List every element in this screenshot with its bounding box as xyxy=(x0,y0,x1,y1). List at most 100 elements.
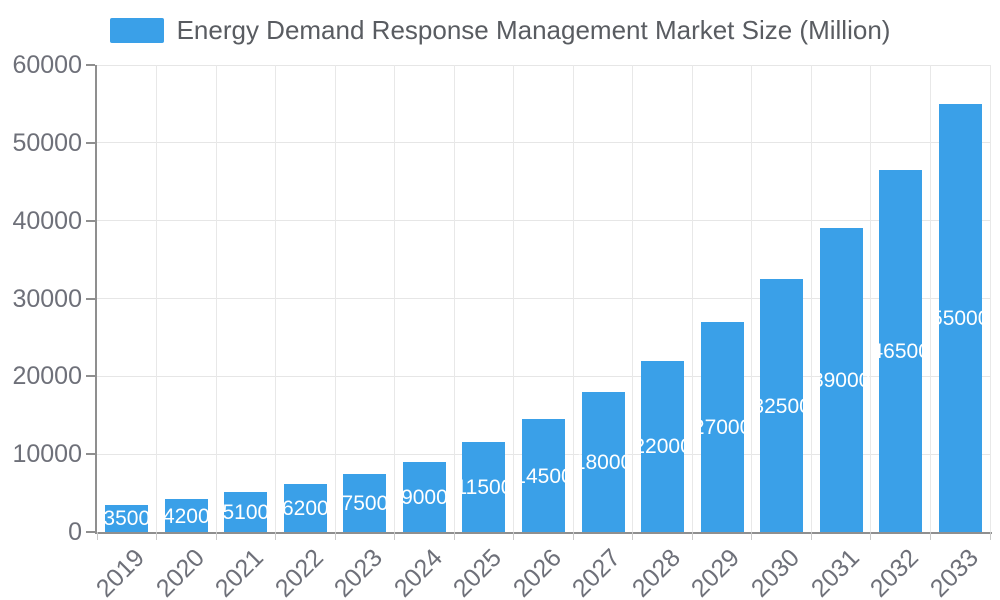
bar[interactable] xyxy=(462,442,506,532)
y-tick-label: 50000 xyxy=(12,128,82,157)
bar-value-label: 46500 xyxy=(871,340,930,364)
y-axis-tick xyxy=(86,297,95,300)
y-axis-tick xyxy=(86,219,95,222)
x-axis-tick xyxy=(810,532,812,540)
x-tick-label: 2024 xyxy=(388,543,448,600)
bar[interactable] xyxy=(283,483,327,532)
bar-value-label: 32500 xyxy=(752,394,811,418)
x-gridline xyxy=(394,65,396,532)
bar-value-label: 55000 xyxy=(931,306,990,330)
bar[interactable] xyxy=(938,103,982,532)
x-axis-tick xyxy=(275,532,277,540)
y-gridline xyxy=(97,298,990,299)
y-tick-label: 40000 xyxy=(12,206,82,235)
x-gridline xyxy=(751,65,753,532)
bar-value-label: 22000 xyxy=(633,435,692,459)
y-axis-tick xyxy=(86,375,95,378)
x-axis-tick xyxy=(215,532,217,540)
y-gridline xyxy=(97,375,990,377)
bar[interactable] xyxy=(522,419,565,532)
x-axis-tick xyxy=(513,532,515,540)
y-tick-label: 60000 xyxy=(12,51,82,79)
x-tick-label: 2031 xyxy=(805,543,865,600)
x-gridline xyxy=(513,65,515,532)
y-axis-tick xyxy=(86,531,95,533)
bar[interactable] xyxy=(105,504,149,532)
x-gridline xyxy=(691,65,693,532)
x-axis-tick xyxy=(989,532,991,540)
x-gridline xyxy=(275,65,277,532)
y-axis-tick xyxy=(86,453,95,456)
y-gridline xyxy=(97,142,990,144)
x-gridline xyxy=(156,65,158,532)
x-axis-tick xyxy=(870,532,872,540)
y-axis-tick xyxy=(86,141,95,144)
x-axis-tick xyxy=(96,532,98,540)
bar-value-label: 11500 xyxy=(455,476,513,500)
bar-value-label: 18000 xyxy=(573,450,633,474)
x-gridline xyxy=(810,65,812,532)
bar[interactable] xyxy=(581,391,625,532)
x-tick-label: 2022 xyxy=(269,543,329,600)
bar-value-label: 9000 xyxy=(401,485,448,509)
bar-value-label: 7500 xyxy=(341,491,389,515)
x-tick-label: 2028 xyxy=(626,543,686,600)
x-axis-tick xyxy=(453,532,455,540)
x-gridline xyxy=(334,65,336,532)
x-tick-label: 2021 xyxy=(210,543,270,600)
bar-value-label: 27000 xyxy=(692,415,752,439)
chart-title: Energy Demand Response Management Market… xyxy=(176,15,891,45)
bar[interactable] xyxy=(224,492,268,532)
y-tick-label: 0 xyxy=(68,518,82,546)
bar-value-label: 5100 xyxy=(222,501,270,525)
y-gridline xyxy=(97,220,990,222)
x-gridline xyxy=(453,65,455,532)
x-gridline xyxy=(632,65,634,532)
x-axis-tick xyxy=(632,532,634,540)
bar[interactable] xyxy=(819,228,863,532)
y-gridline xyxy=(97,64,990,66)
x-axis-tick xyxy=(334,532,336,540)
bar[interactable] xyxy=(402,461,446,532)
x-tick-label: 2033 xyxy=(924,543,984,600)
y-axis-tick xyxy=(86,64,95,66)
x-axis-tick xyxy=(394,532,396,540)
x-axis-tick xyxy=(572,532,574,540)
x-tick-label: 2032 xyxy=(864,543,925,600)
x-gridline xyxy=(572,65,574,532)
bar[interactable] xyxy=(760,279,804,532)
x-axis-tick xyxy=(691,532,693,540)
x-gridline xyxy=(929,65,931,532)
bar[interactable] xyxy=(700,321,744,532)
bar[interactable] xyxy=(164,499,208,532)
legend-swatch[interactable] xyxy=(109,17,164,43)
y-tick-label: 30000 xyxy=(12,284,82,313)
x-tick-label: 2027 xyxy=(567,543,627,600)
x-tick-label: 2029 xyxy=(686,543,746,600)
plot-area: 0 10000 20000 30000 40000 50000 60000 2019 2020 2… xyxy=(12,53,992,600)
bar-value-label: 4200 xyxy=(162,504,210,528)
bar[interactable] xyxy=(343,473,387,532)
x-axis-tick xyxy=(751,532,753,540)
y-tick-label: 10000 xyxy=(12,440,82,469)
x-tick-label: 2030 xyxy=(745,543,806,600)
bar[interactable] xyxy=(879,170,923,532)
x-tick-label: 2025 xyxy=(448,543,508,600)
bar[interactable] xyxy=(641,360,685,532)
x-axis-tick xyxy=(156,532,158,540)
x-axis-line xyxy=(95,532,992,534)
bar-value-label: 14500 xyxy=(514,464,573,488)
y-axis-line xyxy=(95,65,97,532)
x-gridline xyxy=(215,65,217,532)
x-gridline xyxy=(989,65,991,532)
x-tick-label: 2019 xyxy=(91,543,151,600)
x-gridline xyxy=(870,65,872,532)
x-axis-tick xyxy=(929,532,931,540)
x-tick-label: 2023 xyxy=(329,543,389,600)
legend[interactable]: Energy Demand Response Management Market… xyxy=(0,16,1000,45)
bar-value-label: 3500 xyxy=(103,507,151,531)
bar-value-label: 6200 xyxy=(282,496,329,520)
x-tick-label: 2026 xyxy=(507,543,567,600)
bar-value-label: 39000 xyxy=(811,369,871,393)
